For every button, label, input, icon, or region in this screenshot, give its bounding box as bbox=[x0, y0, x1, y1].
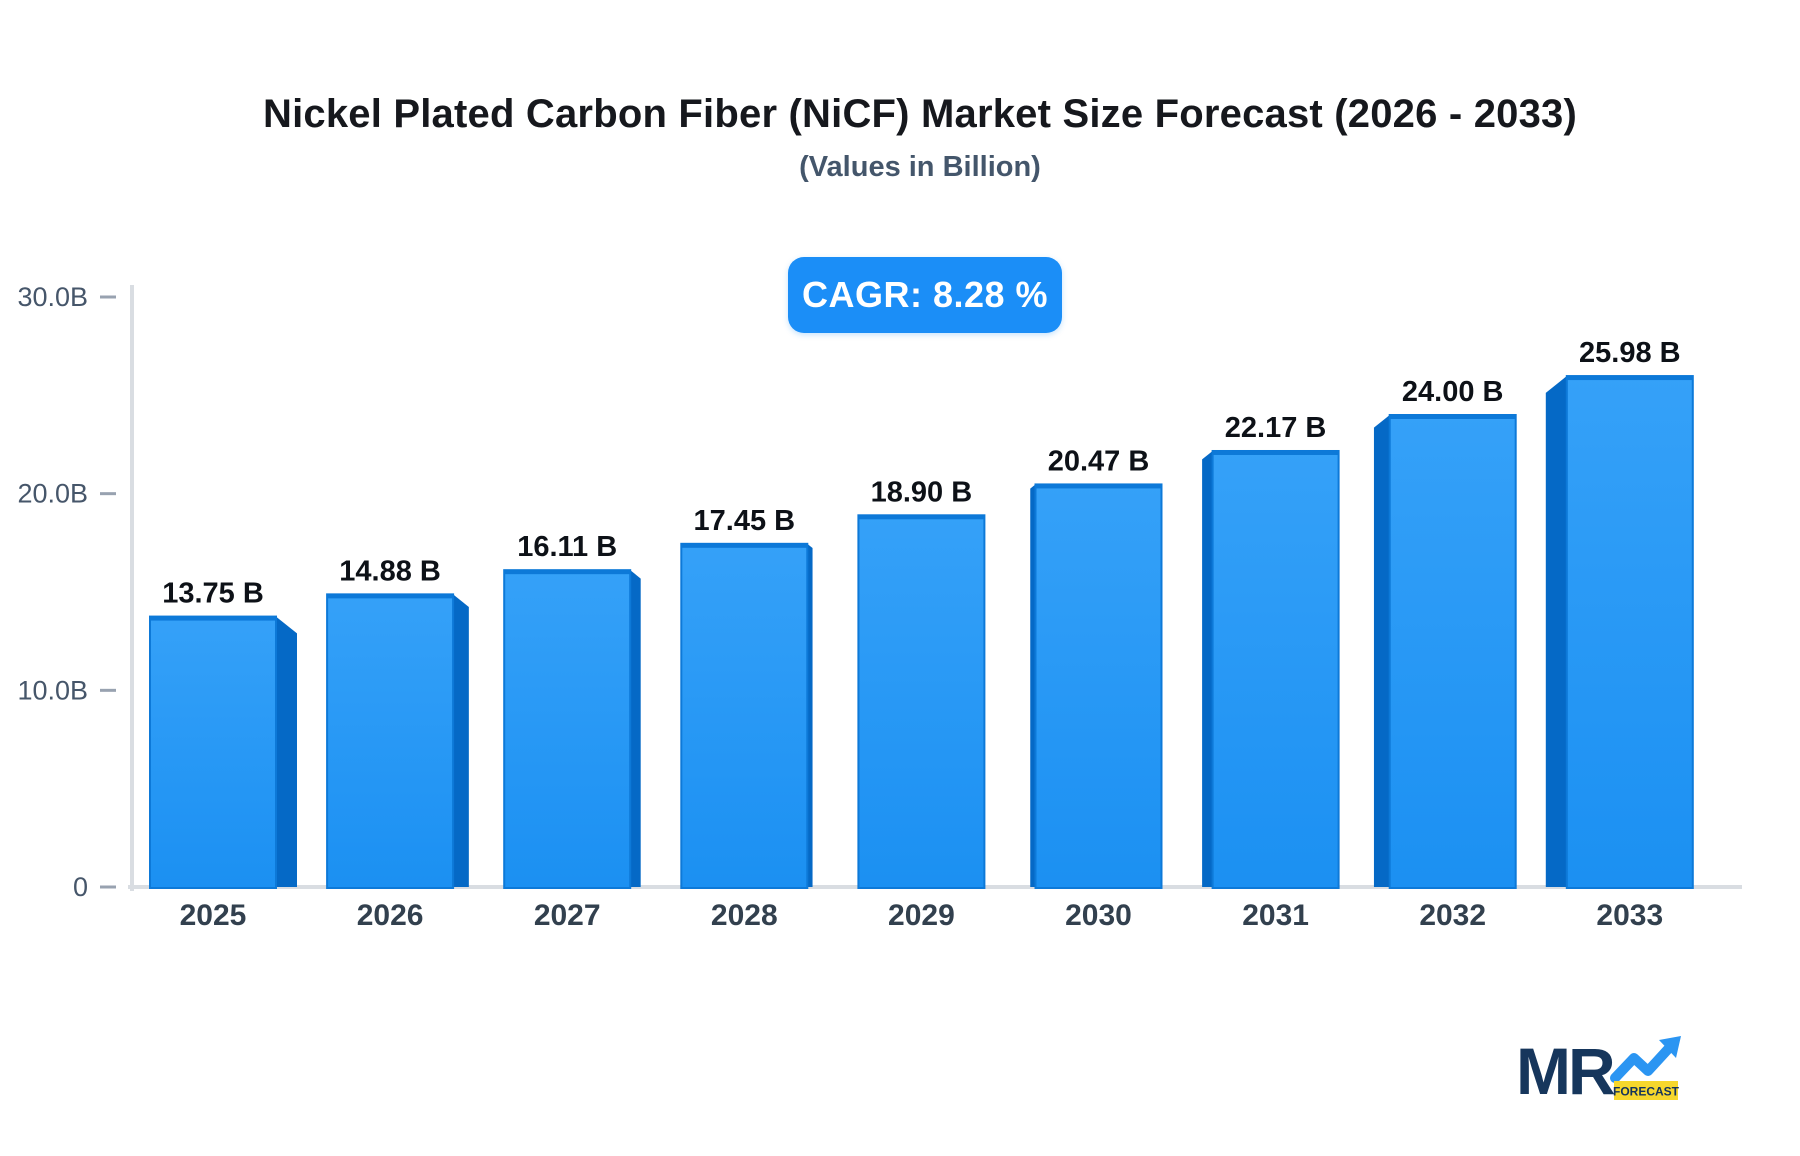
bar-value-label: 14.88 B bbox=[339, 555, 441, 587]
y-axis-tick-label: 0 bbox=[73, 872, 88, 902]
y-axis-tick-dash bbox=[100, 885, 116, 889]
x-axis-label: 2033 bbox=[1596, 899, 1663, 932]
x-axis-label: 2030 bbox=[1065, 899, 1132, 932]
x-axis-label: 2032 bbox=[1419, 899, 1486, 932]
bar-side-2033 bbox=[1545, 376, 1567, 887]
logo-mr-text: MR bbox=[1518, 1034, 1615, 1108]
bar-value-label: 16.11 B bbox=[517, 531, 617, 563]
x-axis-label: 2027 bbox=[534, 899, 601, 932]
y-axis-tick-label: 20.0B bbox=[17, 479, 88, 509]
logo-forecast-box: FORECAST bbox=[1613, 1081, 1680, 1100]
bar-2029 bbox=[857, 514, 986, 889]
bar-2027 bbox=[503, 569, 632, 889]
mr-forecast-logo: MR FORECAST bbox=[1518, 1034, 1681, 1108]
bar-top-edge bbox=[1566, 376, 1693, 381]
y-axis-tick-dash bbox=[100, 295, 116, 299]
x-axis-label: 2031 bbox=[1242, 899, 1309, 932]
bar-value-label: 17.45 B bbox=[694, 505, 796, 537]
bar-2028 bbox=[680, 542, 809, 889]
logo-forecast-text: FORECAST bbox=[1613, 1085, 1680, 1099]
cagr-badge: CAGR: 8.28 % bbox=[788, 257, 1062, 333]
y-axis-line bbox=[130, 285, 134, 891]
bar-value-label: 22.17 B bbox=[1225, 412, 1327, 444]
bar-top-edge bbox=[150, 616, 276, 621]
bar-2033 bbox=[1565, 375, 1694, 889]
bar-top-edge bbox=[858, 515, 985, 520]
x-axis-label: 2028 bbox=[711, 899, 778, 932]
x-axis-label: 2026 bbox=[357, 899, 424, 932]
bar-side-2030 bbox=[1030, 484, 1036, 887]
bar-top-edge bbox=[1035, 484, 1162, 489]
cagr-badge-label: CAGR: 8.28 % bbox=[801, 274, 1049, 315]
bar-value-label: 20.47 B bbox=[1048, 445, 1150, 477]
bar-top-edge bbox=[1212, 450, 1339, 455]
bar-side-2032 bbox=[1373, 415, 1390, 887]
bar-value-label: 13.75 B bbox=[162, 578, 264, 610]
bar-top-edge bbox=[504, 570, 631, 575]
bar-side-2025 bbox=[276, 616, 297, 887]
y-axis-tick-dash bbox=[100, 688, 116, 692]
page-title: Nickel Plated Carbon Fiber (NiCF) Market… bbox=[262, 92, 1578, 136]
bar-value-label: 18.90 B bbox=[871, 476, 973, 508]
page-subtitle: (Values in Billion) bbox=[799, 151, 1041, 183]
x-axis-label: 2025 bbox=[180, 899, 247, 932]
bar-2025 bbox=[149, 615, 277, 889]
bar-value-label: 25.98 B bbox=[1579, 337, 1681, 369]
trend-arrow-icon bbox=[1610, 1036, 1681, 1083]
bar-value-label: 24.00 B bbox=[1402, 376, 1504, 408]
bar-top-edge bbox=[1389, 415, 1516, 419]
x-axis-label: 2029 bbox=[888, 899, 955, 932]
y-axis-tick-label: 10.0B bbox=[17, 675, 88, 705]
bar-2031 bbox=[1211, 449, 1340, 889]
bar-side-2028 bbox=[807, 543, 813, 887]
bar-2030 bbox=[1034, 483, 1163, 889]
bar-side-2026 bbox=[453, 594, 469, 887]
chart-header: Nickel Plated Carbon Fiber (NiCF) Market… bbox=[40, 0, 1800, 184]
bar-side-2027 bbox=[630, 570, 641, 887]
bar-top-edge bbox=[681, 543, 808, 548]
y-axis-tick-label: 30.0B bbox=[17, 282, 88, 312]
y-axis-tick-dash bbox=[100, 492, 116, 496]
bar-2026 bbox=[326, 593, 455, 889]
bar-top-edge bbox=[327, 594, 454, 599]
bar-2032 bbox=[1388, 414, 1517, 889]
bar-side-2031 bbox=[1202, 450, 1213, 887]
